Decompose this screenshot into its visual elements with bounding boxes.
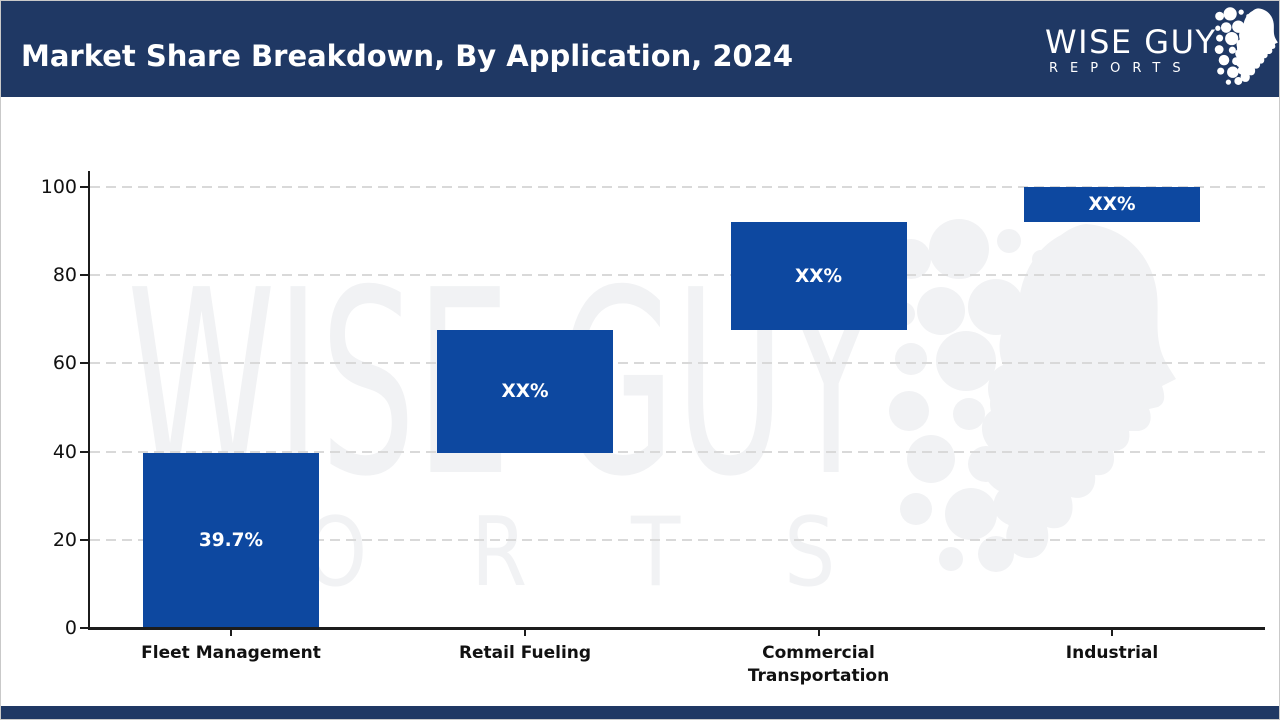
y-axis-spine	[88, 171, 90, 630]
page-title: Market Share Breakdown, By Application, …	[21, 39, 794, 73]
logo-face-icon	[1214, 7, 1278, 85]
y-tick-40	[80, 450, 89, 453]
y-tick-100	[80, 186, 89, 188]
logo: WISE GUY REPORTS	[1041, 1, 1279, 97]
x-axis-label-fleet-management: Fleet Management	[141, 643, 321, 663]
footer-bar	[1, 706, 1279, 719]
y-tick-label-0: 0	[64, 617, 77, 639]
x-axis-label-industrial: Industrial	[1065, 643, 1159, 663]
gridline-20	[90, 538, 1265, 541]
x-axis-label-commercial-transportation: Commercial Transportation	[747, 643, 890, 686]
y-tick-label-80: 80	[52, 264, 77, 287]
x-tick-commercial-transportation	[817, 628, 820, 636]
bar-industrial: XX%	[1024, 187, 1200, 222]
gridline-80	[90, 274, 1265, 277]
bar-commercial-transportation: XX%	[730, 221, 907, 331]
y-tick-label-60: 60	[52, 352, 77, 375]
bar-value-label-retail-fueling: XX%	[501, 381, 549, 403]
x-axis-label-retail-fueling: Retail Fueling	[458, 643, 592, 663]
x-tick-retail-fueling	[524, 628, 526, 636]
bar-retail-fueling: XX%	[437, 330, 613, 453]
bar-value-label-industrial: XX%	[1088, 193, 1136, 215]
logo-wordmark: WISE GUY	[1045, 23, 1217, 61]
bar-value-label-fleet-management: 39.7%	[198, 529, 264, 551]
bar-value-label-commercial-transportation: XX%	[794, 265, 843, 287]
y-tick-80	[80, 274, 89, 277]
gridline-100	[90, 186, 1265, 188]
gridline-40	[90, 450, 1265, 453]
y-tick-0	[80, 627, 89, 629]
x-tick-industrial	[1111, 628, 1113, 636]
logo-subtext: REPORTS	[1049, 61, 1193, 76]
y-tick-label-40: 40	[52, 440, 77, 463]
x-tick-fleet-management	[230, 628, 232, 636]
gridline-60	[90, 362, 1265, 365]
y-tick-20	[80, 538, 89, 541]
x-axis-spine	[88, 627, 1265, 630]
y-tick-label-20: 20	[52, 528, 77, 551]
bar-fleet-management: 39.7%	[143, 452, 319, 628]
header-bar: Market Share Breakdown, By Application, …	[1, 1, 1279, 97]
y-tick-label-100: 100	[40, 176, 77, 198]
y-tick-60	[80, 362, 89, 365]
